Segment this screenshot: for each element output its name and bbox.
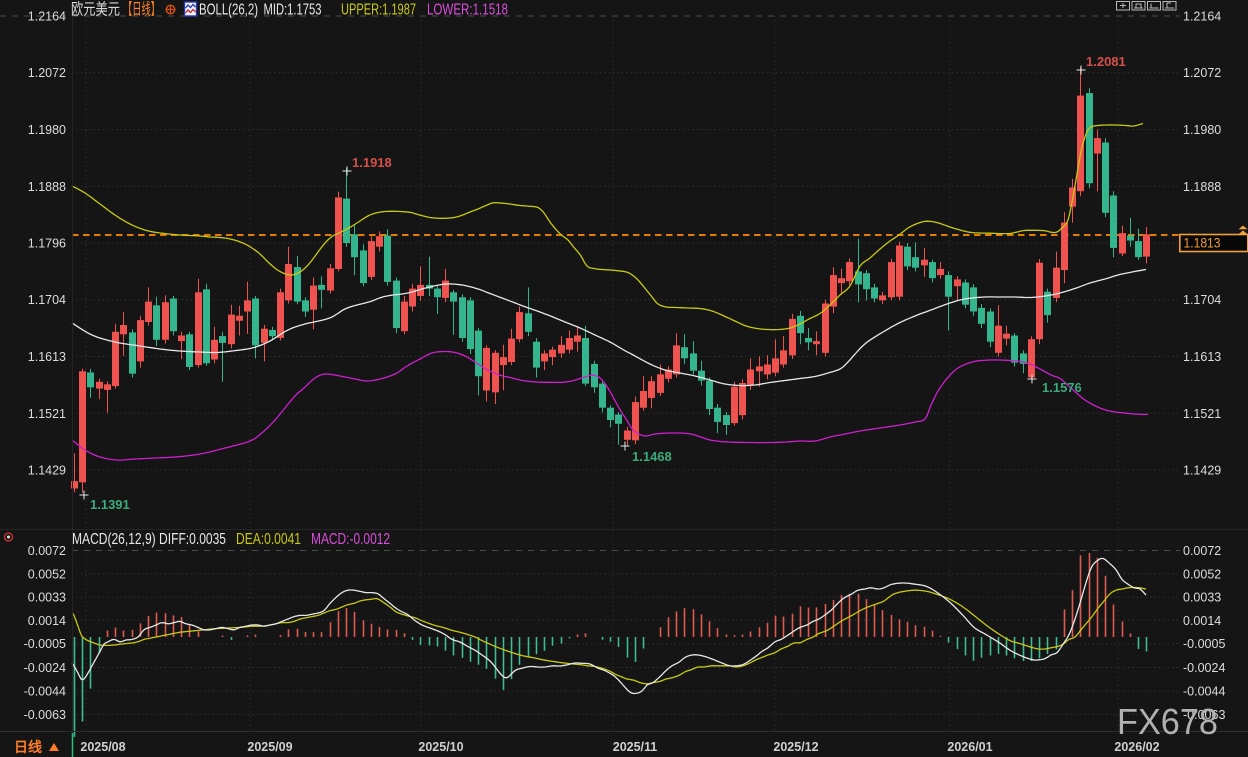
- svg-text:-0.0063: -0.0063: [1183, 708, 1225, 722]
- svg-text:-0.0044: -0.0044: [1183, 685, 1225, 699]
- svg-text:FX678: FX678: [1117, 701, 1218, 742]
- svg-text:BOLL(26,2): BOLL(26,2): [199, 2, 258, 19]
- svg-text:-0.0005: -0.0005: [1183, 637, 1225, 651]
- svg-text:2025/11: 2025/11: [613, 740, 658, 754]
- svg-text:-0.0063: -0.0063: [24, 708, 66, 722]
- svg-text:【日线】: 【日线】: [123, 1, 160, 19]
- svg-text:0.0072: 0.0072: [1183, 544, 1221, 558]
- svg-text:LOWER:1.1518: LOWER:1.1518: [427, 2, 508, 19]
- svg-text:0.0052: 0.0052: [28, 567, 66, 581]
- svg-text:1.1521: 1.1521: [1183, 407, 1221, 421]
- svg-text:2025/09: 2025/09: [247, 740, 292, 754]
- svg-text:1.1813: 1.1813: [1184, 236, 1221, 251]
- svg-text:MACD:-0.0012: MACD:-0.0012: [311, 531, 390, 548]
- svg-text:-0.0044: -0.0044: [24, 685, 66, 699]
- svg-text:DEA:0.0041: DEA:0.0041: [236, 531, 301, 548]
- svg-text:1.2072: 1.2072: [28, 66, 66, 80]
- svg-text:2026/01: 2026/01: [947, 740, 992, 754]
- svg-text:1.1888: 1.1888: [1183, 180, 1221, 194]
- svg-text:1.1888: 1.1888: [28, 180, 66, 194]
- svg-text:1.1980: 1.1980: [28, 123, 66, 137]
- svg-text:UPPER:1.1987: UPPER:1.1987: [341, 2, 416, 19]
- svg-text:1.1521: 1.1521: [28, 407, 66, 421]
- svg-text:1.2164: 1.2164: [1183, 10, 1221, 24]
- svg-text:-0.0024: -0.0024: [24, 661, 66, 675]
- svg-text:0.0014: 0.0014: [1183, 614, 1221, 628]
- svg-text:1.1576: 1.1576: [1042, 380, 1082, 395]
- svg-text:0.0033: 0.0033: [28, 591, 66, 605]
- svg-text:1.1613: 1.1613: [28, 350, 66, 364]
- svg-text:0.0072: 0.0072: [28, 544, 66, 558]
- svg-text:1.1796: 1.1796: [28, 237, 66, 251]
- svg-text:-0.0005: -0.0005: [24, 637, 66, 651]
- svg-text:1.2072: 1.2072: [1183, 66, 1221, 80]
- svg-text:日线: 日线: [14, 739, 42, 755]
- svg-text:2025/10: 2025/10: [418, 740, 463, 754]
- svg-text:1.1468: 1.1468: [632, 449, 672, 464]
- svg-text:0.0052: 0.0052: [1183, 567, 1221, 581]
- svg-text:2025/08: 2025/08: [80, 740, 125, 754]
- svg-text:1.1980: 1.1980: [1183, 123, 1221, 137]
- svg-text:MACD(26,12,9) DIFF:0.0035: MACD(26,12,9) DIFF:0.0035: [72, 531, 226, 548]
- svg-text:1.1429: 1.1429: [1183, 464, 1221, 478]
- svg-text:0.0033: 0.0033: [1183, 591, 1221, 605]
- svg-text:1.2081: 1.2081: [1086, 54, 1126, 69]
- svg-text:1.1613: 1.1613: [1183, 350, 1221, 364]
- svg-text:-0.0024: -0.0024: [1183, 661, 1225, 675]
- svg-text:2025/12: 2025/12: [773, 740, 818, 754]
- svg-text:0.0014: 0.0014: [28, 614, 66, 628]
- svg-text:2026/02: 2026/02: [1114, 740, 1159, 754]
- svg-text:MID:1.1753: MID:1.1753: [264, 2, 322, 19]
- svg-text:欧元美元: 欧元美元: [71, 1, 120, 19]
- svg-text:1.1429: 1.1429: [28, 464, 66, 478]
- svg-text:1.1391: 1.1391: [90, 497, 130, 512]
- svg-text:1.1918: 1.1918: [352, 155, 392, 170]
- svg-text:1.1704: 1.1704: [28, 293, 66, 307]
- svg-text:1.1704: 1.1704: [1183, 293, 1221, 307]
- svg-text:1.2164: 1.2164: [28, 10, 66, 24]
